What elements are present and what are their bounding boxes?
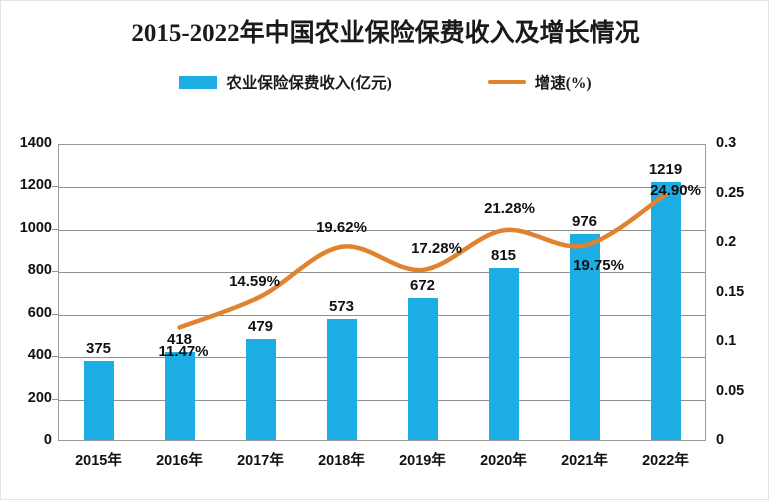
legend-line-swatch-icon [487, 80, 526, 84]
y-axis-left-tick-label: 200 [27, 389, 52, 406]
legend-bar-swatch-icon [179, 75, 218, 89]
bar[interactable] [164, 352, 195, 440]
y-axis-left-tick-label: 600 [27, 304, 52, 321]
growth-rate-label: 19.75% [573, 257, 624, 275]
bar[interactable] [407, 298, 438, 440]
legend-item-bar-series[interactable]: 农业保险保费收入(亿元) [179, 71, 392, 93]
y-axis-right-tick-label: 0.15 [716, 283, 745, 300]
gridline [59, 314, 705, 316]
y-axis-left-tick-label: 1000 [19, 219, 52, 236]
legend-item-line-series[interactable]: 增速(%) [487, 71, 592, 93]
bar-value-label: 418 [166, 331, 193, 349]
gridline [59, 357, 705, 359]
y-axis-left-tick-mark [52, 398, 58, 400]
chart-title: 2015-2022年中国农业保险保费收入及增长情况 [131, 20, 640, 47]
x-axis-tick-label: 2019年 [399, 453, 446, 469]
growth-rate-label: 11.47% [158, 343, 209, 361]
bar-value-label: 573 [328, 298, 355, 316]
x-axis-tick-label: 2017年 [237, 453, 284, 469]
legend-item-label: 农业保险保费收入(亿元) [226, 75, 392, 92]
bar[interactable] [488, 268, 519, 440]
bar[interactable] [83, 361, 114, 440]
bar-value-label: 672 [409, 277, 436, 295]
y-axis-right-tick-label: 0.05 [716, 382, 745, 399]
growth-rate-label: 19.62% [316, 218, 367, 236]
x-axis-tick-label: 2015年 [75, 453, 122, 469]
x-axis-tick-label: 2018年 [318, 453, 365, 469]
x-axis-tick-label: 2020年 [480, 453, 527, 469]
bar-value-label: 479 [247, 318, 274, 336]
growth-rate-label: 24.90% [650, 182, 701, 200]
y-axis-right-tick-label: 0.25 [716, 184, 745, 201]
x-axis-tick-label: 2016年 [156, 453, 203, 469]
y-axis-left-tick-mark [52, 313, 58, 315]
gridline [59, 399, 705, 401]
bar-value-label: 375 [85, 340, 112, 358]
growth-rate-label: 14.59% [229, 272, 280, 290]
chart-legend: 农业保险保费收入(亿元) 增速(%) [1, 71, 768, 93]
y-axis-right-tick-label: 0 [716, 432, 725, 448]
y-axis-left-tick-label: 1200 [19, 177, 52, 194]
y-axis-right-tick-label: 0.1 [716, 333, 737, 349]
bar[interactable] [650, 182, 681, 440]
x-axis-tick-label: 2021年 [561, 453, 608, 469]
y-axis-right-tick-label: 0.2 [716, 234, 737, 250]
growth-rate-label: 17.28% [411, 239, 462, 257]
bar[interactable] [245, 339, 276, 440]
bar-value-label: 1219 [648, 161, 683, 179]
y-axis-left-tick-label: 0 [43, 432, 52, 448]
y-axis-left-tick-label: 400 [27, 347, 52, 364]
y-axis-left-tick-mark [52, 186, 58, 188]
bar[interactable] [326, 319, 357, 440]
growth-rate-label: 21.28% [484, 200, 535, 218]
x-axis-tick-label: 2022年 [642, 453, 689, 469]
y-axis-left-tick-mark [52, 356, 58, 358]
y-axis-left-tick-mark [52, 228, 58, 230]
y-axis-right-tick-label: 0.3 [716, 135, 737, 151]
bar-value-label: 976 [571, 212, 598, 230]
y-axis-left-tick-label: 800 [27, 262, 52, 279]
legend-item-label: 增速(%) [534, 75, 592, 92]
y-axis-left-tick-mark [52, 271, 58, 273]
y-axis-left-tick-label: 1400 [19, 135, 52, 151]
gridline [59, 187, 705, 189]
